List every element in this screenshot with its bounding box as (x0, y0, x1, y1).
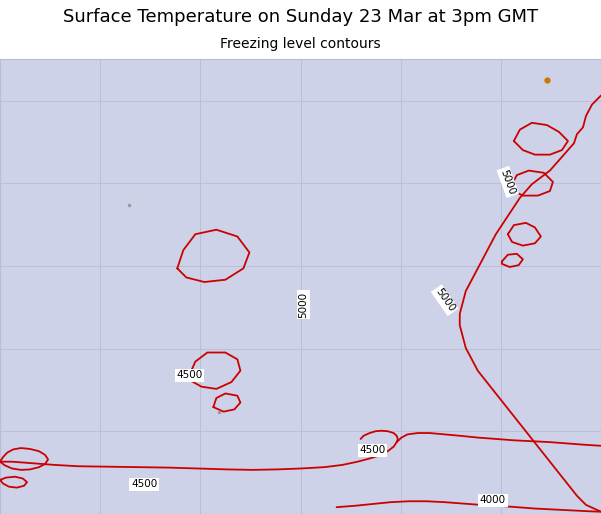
Text: 4000: 4000 (480, 495, 506, 505)
Text: Freezing level contours: Freezing level contours (220, 38, 381, 51)
Text: 4500: 4500 (176, 370, 203, 380)
Text: 5000: 5000 (433, 287, 456, 314)
Text: Surface Temperature on Sunday 23 Mar at 3pm GMT: Surface Temperature on Sunday 23 Mar at … (63, 8, 538, 26)
Text: 4500: 4500 (131, 480, 157, 489)
Text: 5000: 5000 (299, 291, 308, 318)
Text: 4500: 4500 (359, 445, 386, 455)
Text: 5000: 5000 (499, 168, 517, 196)
